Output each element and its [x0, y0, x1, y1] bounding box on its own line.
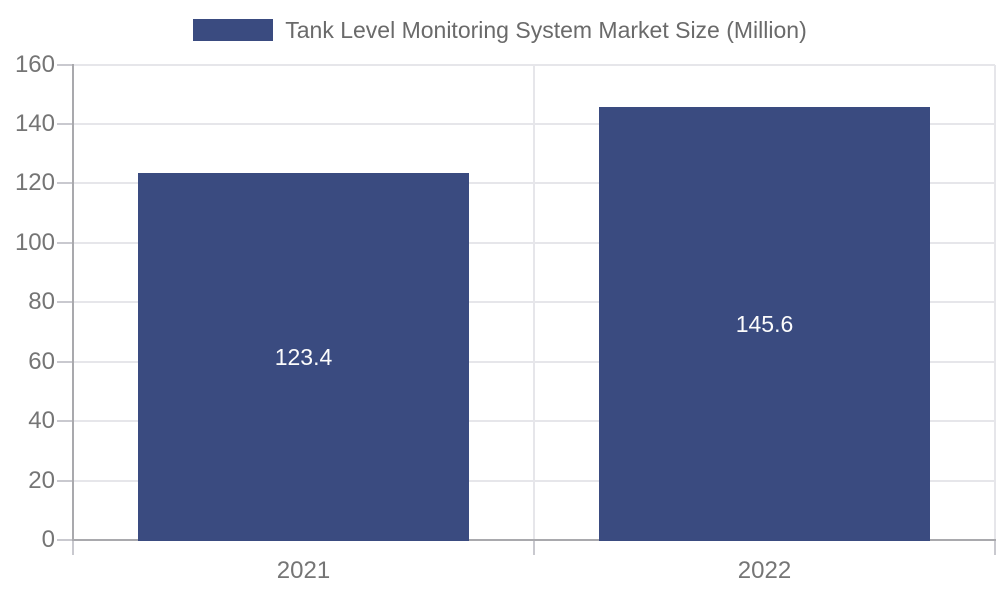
x-axis-line: [72, 539, 996, 541]
y-axis-tick: [57, 360, 73, 363]
gridline: [533, 64, 535, 540]
y-axis-tick: [57, 479, 73, 482]
legend-label: Tank Level Monitoring System Market Size…: [285, 16, 807, 43]
bar: [599, 107, 930, 541]
y-tick-label: 20: [28, 466, 55, 494]
y-axis-tick: [57, 122, 73, 125]
y-tick-label: 140: [14, 109, 55, 137]
y-axis-tick: [57, 182, 73, 185]
y-tick-label: 80: [28, 288, 55, 316]
bar-value-label: 123.4: [274, 343, 333, 370]
y-tick-label: 120: [14, 169, 55, 197]
x-axis-tick: [994, 541, 996, 555]
y-axis-tick: [57, 241, 73, 244]
y-axis-line: [72, 63, 74, 541]
y-tick-label: 40: [28, 407, 55, 435]
x-tick-label: 2022: [737, 557, 792, 584]
legend-swatch: [193, 19, 274, 41]
bar-value-label: 145.6: [735, 310, 794, 337]
y-tick-label: 60: [28, 347, 55, 375]
y-axis-tick: [57, 63, 73, 66]
y-tick-label: 100: [14, 228, 55, 256]
x-axis-tick: [533, 541, 535, 555]
x-axis-tick: [72, 541, 74, 555]
x-tick-label: 2021: [276, 557, 331, 584]
y-axis-tick: [57, 301, 73, 304]
y-tick-label: 160: [14, 50, 55, 78]
y-axis-tick: [57, 539, 73, 541]
y-tick-label: 0: [41, 526, 55, 553]
bar: [138, 173, 469, 541]
chart-legend[interactable]: Tank Level Monitoring System Market Size…: [0, 8, 1000, 52]
y-axis-tick: [57, 420, 73, 423]
gridline: [994, 64, 996, 540]
